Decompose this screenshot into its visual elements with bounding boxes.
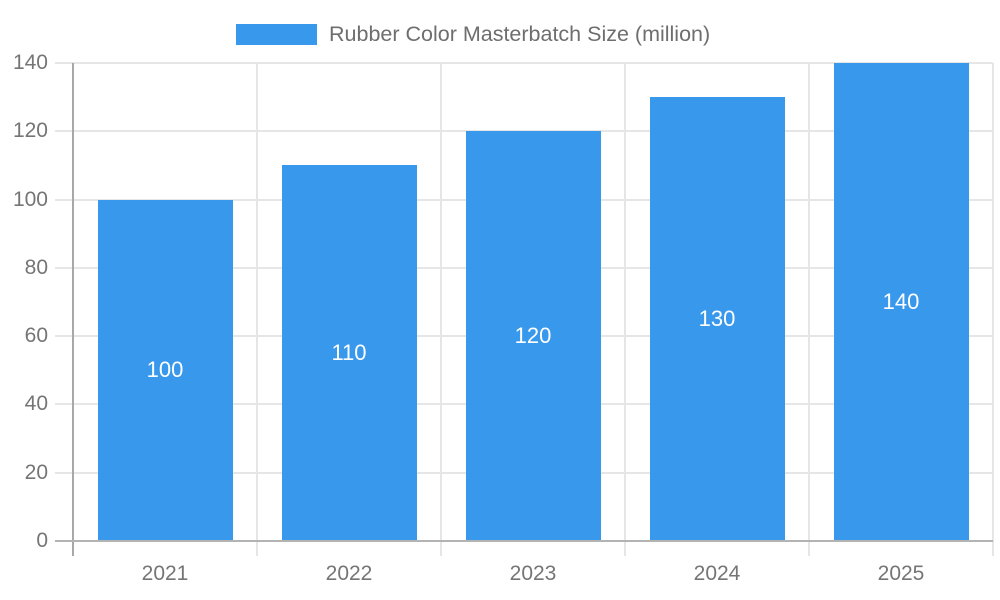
bar-value-label-2022: 110 [331, 340, 367, 366]
y-tick-label-40: 40 [24, 392, 48, 416]
bar-value-label-2024: 130 [698, 306, 736, 332]
gridline-x-2 [440, 63, 442, 556]
y-tick-label-20: 20 [24, 460, 48, 484]
gridline-x-5 [992, 63, 994, 556]
x-tick-label-2022: 2022 [325, 562, 373, 585]
x-axis-line [55, 540, 993, 542]
y-tick-label-140: 140 [12, 51, 48, 74]
bar-2023[interactable] [465, 131, 601, 541]
y-tick-label-60: 60 [24, 324, 48, 348]
gridline-x-1 [256, 63, 258, 556]
bar-2022[interactable] [281, 165, 417, 541]
y-tick-label-100: 100 [12, 187, 48, 211]
x-tick-label-2024: 2024 [693, 562, 741, 585]
y-axis-line [72, 63, 74, 556]
gridline-x-3 [624, 63, 626, 556]
bar-2021[interactable] [97, 199, 233, 541]
bar-2024[interactable] [649, 97, 785, 541]
legend-swatch-icon [236, 23, 317, 45]
legend-item[interactable]: Rubber Color Masterbatch Size (million) [236, 23, 710, 45]
y-tick-label-0: 0 [36, 529, 48, 552]
gridline-y-140 [55, 62, 993, 64]
y-tick-label-80: 80 [24, 255, 48, 279]
legend-label: Rubber Color Masterbatch Size (million) [329, 22, 711, 46]
x-tick-label-2023: 2023 [509, 562, 557, 585]
x-tick-label-2021: 2021 [141, 562, 189, 585]
gridline-x-4 [808, 63, 810, 556]
y-tick-label-120: 120 [12, 119, 48, 143]
bar-value-label-2021: 100 [146, 357, 184, 383]
bar-2025[interactable] [833, 63, 969, 541]
bar-value-label-2025: 140 [882, 289, 920, 314]
bar-value-label-2023: 120 [514, 323, 552, 349]
x-tick-label-2025: 2025 [877, 562, 925, 585]
